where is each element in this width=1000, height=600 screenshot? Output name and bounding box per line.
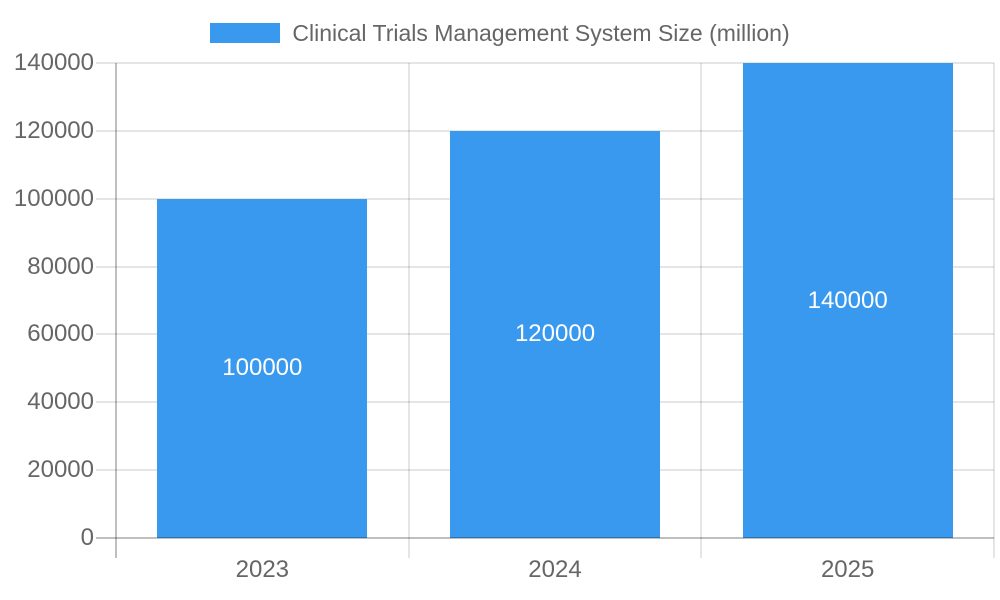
x-axis-label-2024: 2024 <box>528 556 582 583</box>
bar-2025[interactable] <box>742 63 953 538</box>
y-axis-tick-label: 120000 <box>13 116 94 144</box>
y-axis-tick-label: 60000 <box>27 320 94 348</box>
y-axis-tick-label: 40000 <box>27 388 94 416</box>
category-gridline <box>407 63 410 558</box>
x-axis-label-2025: 2025 <box>820 556 875 583</box>
y-gridline <box>96 62 994 64</box>
chart-legend[interactable]: Clinical Trials Management System Size (… <box>0 19 1000 46</box>
y-axis-tick-label: 80000 <box>27 252 94 280</box>
y-axis-tick-label: 20000 <box>27 456 94 484</box>
bar-2024[interactable] <box>450 130 660 538</box>
y-axis-line <box>115 63 117 558</box>
y-axis-tick-label: 100000 <box>13 184 94 212</box>
legend-series-label: Clinical Trials Management System Size (… <box>292 19 790 46</box>
category-gridline <box>700 63 703 558</box>
category-gridline <box>993 63 995 558</box>
x-axis-baseline <box>96 537 994 539</box>
legend-swatch <box>210 23 281 43</box>
x-axis-label-2023: 2023 <box>235 556 290 583</box>
y-axis-tick-label: 140000 <box>13 49 94 76</box>
y-axis-tick-label: 0 <box>80 524 94 551</box>
bar-2023[interactable] <box>157 198 368 538</box>
